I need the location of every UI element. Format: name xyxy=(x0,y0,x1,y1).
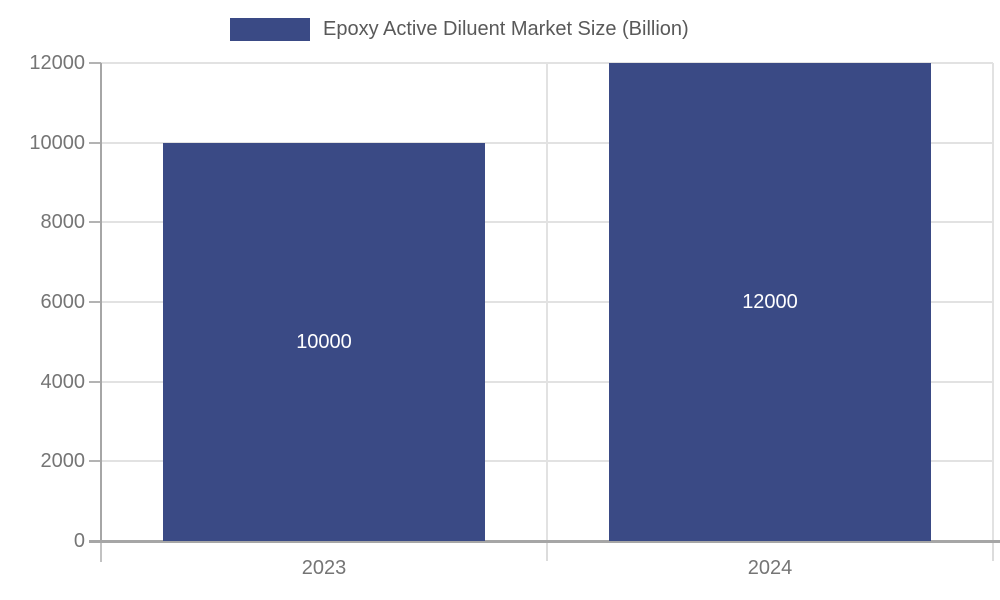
legend-label: Epoxy Active Diluent Market Size (Billio… xyxy=(323,18,689,40)
bar-2024 xyxy=(609,63,931,541)
y-tick-label: 2000 xyxy=(40,450,86,473)
y-axis-tick xyxy=(89,62,101,64)
y-tick-label: 8000 xyxy=(40,211,86,234)
y-tick-label: 10000 xyxy=(29,131,85,154)
gridline-vertical xyxy=(992,63,994,541)
x-axis-boundary-tick xyxy=(546,541,548,561)
legend-swatch-icon xyxy=(230,18,310,41)
bar-value-label: 12000 xyxy=(742,291,798,313)
y-tick-label: 4000 xyxy=(40,370,86,393)
y-axis-tick xyxy=(89,380,101,383)
x-axis-line xyxy=(89,540,1000,543)
bar-value-label: 10000 xyxy=(296,330,352,353)
x-axis-boundary-tick xyxy=(992,541,994,561)
y-axis-tick xyxy=(89,141,101,144)
x-tick-label: 2023 xyxy=(301,557,347,579)
y-tick-label: 12000 xyxy=(29,52,85,74)
y-axis-tick xyxy=(89,221,101,224)
chart-legend[interactable]: Epoxy Active Diluent Market Size (Billio… xyxy=(230,18,689,41)
gridline-vertical xyxy=(546,63,548,541)
y-axis-tick xyxy=(89,301,101,303)
y-tick-label: 6000 xyxy=(40,291,86,313)
y-axis-tick xyxy=(89,460,101,463)
x-tick-label: 2024 xyxy=(747,557,793,579)
y-axis-line xyxy=(100,63,102,541)
bar-2023 xyxy=(163,142,485,541)
y-tick-label: 0 xyxy=(73,530,85,552)
x-axis-boundary-tick xyxy=(100,541,102,562)
